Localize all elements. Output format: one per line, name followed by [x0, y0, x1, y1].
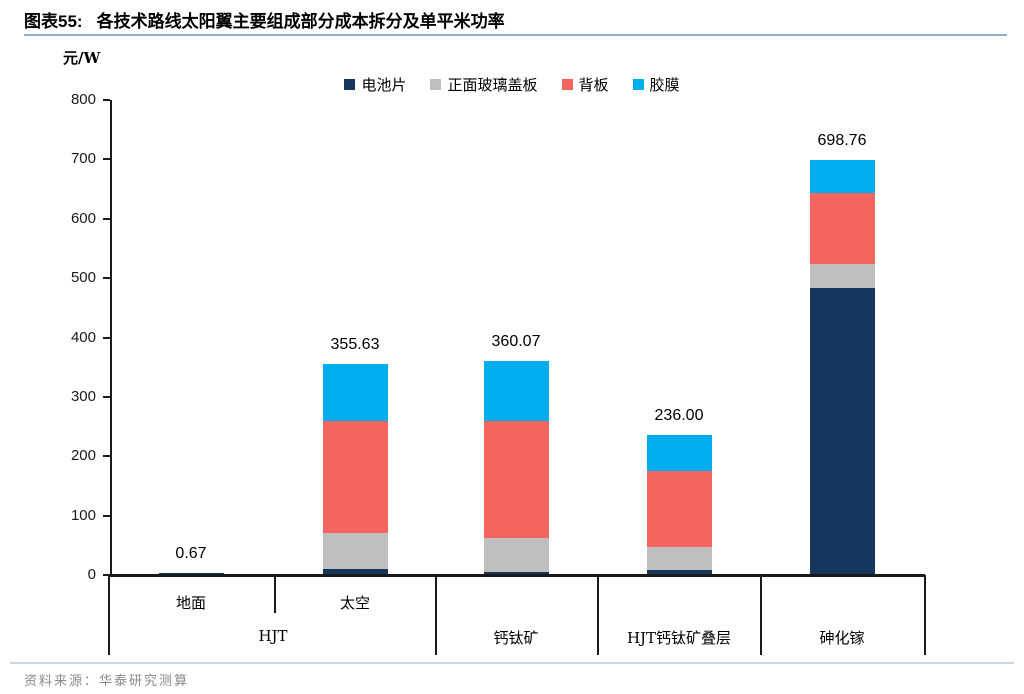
y-tick — [103, 277, 110, 280]
bar-segment — [646, 434, 712, 472]
figure-number: 图表55: — [24, 12, 83, 31]
x-axis-line — [108, 574, 925, 577]
bar-segment — [322, 533, 388, 570]
y-tick — [103, 99, 110, 101]
bar-segment — [809, 287, 875, 575]
y-tick — [103, 336, 110, 339]
category-label: 太空 — [339, 594, 371, 612]
bar-segment — [322, 420, 388, 534]
legend-swatch-icon — [344, 79, 356, 90]
y-tick-label: 0 — [87, 566, 96, 583]
legend-item: 正面玻璃盖板 — [430, 74, 538, 95]
bar-total-label: 236.00 — [654, 406, 704, 424]
legend-swatch-icon — [561, 79, 573, 90]
axis-separator — [435, 575, 437, 655]
y-tick — [103, 217, 110, 220]
legend: 电池片 正面玻璃盖板 背板 胶膜 — [0, 74, 1024, 95]
category-label: 地面 — [175, 594, 207, 612]
legend-label: 背板 — [578, 76, 609, 94]
y-tick-label: 100 — [70, 506, 96, 524]
y-tick-label: 800 — [70, 91, 96, 108]
y-tick — [103, 455, 110, 458]
legend-item: 胶膜 — [632, 74, 680, 95]
bar-segment — [483, 420, 549, 538]
axis-separator — [760, 575, 762, 655]
bar-segment — [483, 572, 549, 575]
axis-separator — [274, 575, 276, 613]
legend-item: 背板 — [561, 74, 609, 95]
bar-segment — [322, 363, 388, 421]
axis-separator — [108, 575, 110, 655]
bar-segment — [646, 547, 712, 571]
bar-segment — [483, 537, 549, 573]
y-tick-label: 700 — [70, 150, 96, 168]
bar-segment — [646, 570, 712, 575]
figure-title: 图表55: 各技术路线太阳翼主要组成部分成本拆分及单平米功率 — [24, 7, 505, 32]
axis-separator — [597, 575, 599, 655]
footer-rule — [10, 662, 1014, 664]
bar-total-label: 360.07 — [491, 333, 541, 351]
y-tick-label: 200 — [70, 447, 96, 465]
legend-swatch-icon — [632, 79, 644, 90]
y-tick — [103, 158, 110, 161]
bar-segment — [322, 569, 388, 575]
bar-segment — [483, 361, 549, 421]
y-axis-line — [110, 100, 112, 577]
source-note: 资料来源：华泰研究测算 — [24, 674, 190, 689]
group-label: 砷化镓 — [819, 629, 865, 647]
bar-segment — [809, 192, 875, 265]
y-tick-label: 400 — [70, 328, 96, 346]
group-label: HJT — [258, 627, 288, 645]
legend-item: 电池片 — [344, 74, 406, 95]
bar-segment — [809, 160, 875, 193]
y-tick-label: 300 — [70, 387, 96, 405]
axis-separator — [924, 575, 926, 655]
y-tick — [103, 574, 110, 576]
legend-label: 正面玻璃盖板 — [447, 76, 538, 94]
group-label: 钙钛矿 — [493, 629, 539, 647]
group-label: HJT钙钛矿叠层 — [626, 629, 732, 647]
y-tick-label: 500 — [70, 269, 96, 287]
legend-swatch-icon — [430, 79, 442, 90]
y-tick — [103, 514, 110, 517]
bar-total-label: 0.67 — [175, 545, 207, 562]
y-axis-unit-label: 元/W — [63, 49, 101, 67]
bar-total-label: 698.76 — [817, 132, 867, 150]
y-tick — [103, 395, 110, 398]
bar-segment — [809, 264, 875, 288]
bar-segment — [646, 471, 712, 548]
legend-label: 电池片 — [361, 76, 407, 94]
legend-label: 胶膜 — [649, 76, 680, 94]
bar-total-label: 355.63 — [330, 335, 380, 353]
y-tick-label: 600 — [70, 209, 96, 227]
title-rule — [24, 34, 1007, 36]
figure-title-text: 各技术路线太阳翼主要组成部分成本拆分及单平米功率 — [96, 12, 505, 32]
